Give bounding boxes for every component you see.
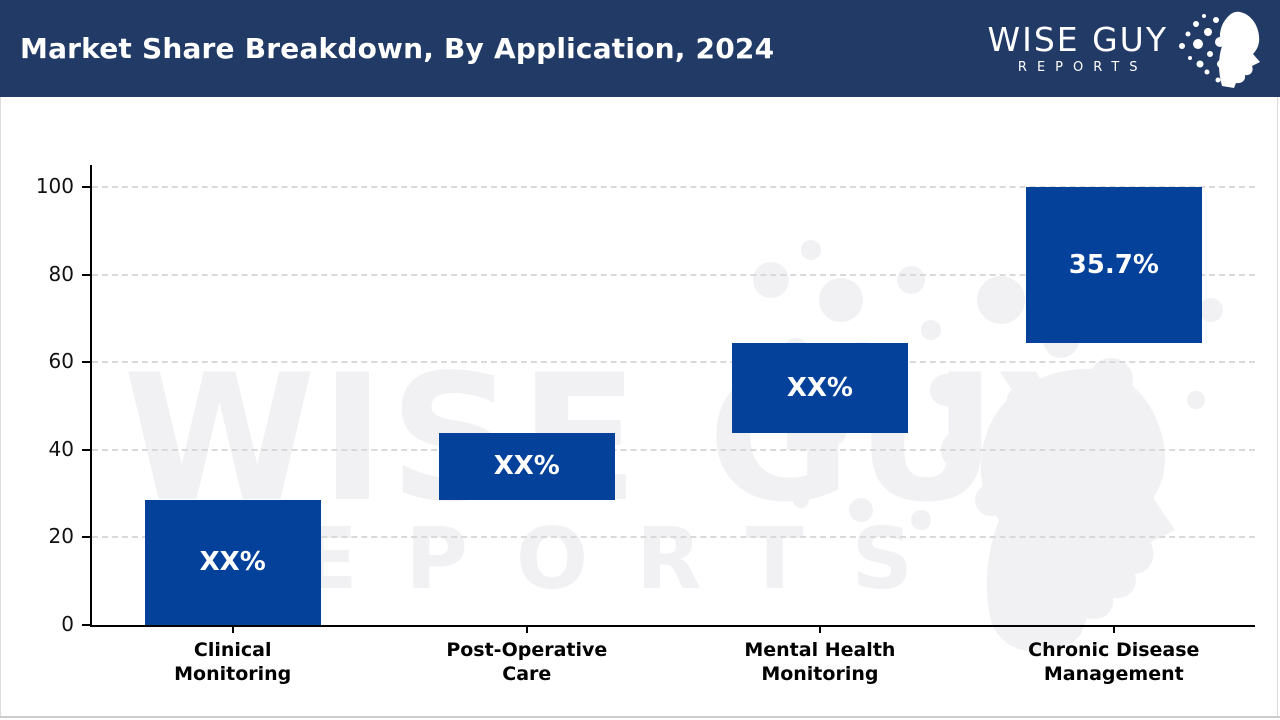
bar-4: 35.7% [1025,187,1202,344]
gridline-20 [92,536,1255,539]
logo-text: WISE GUY REPORTS [987,23,1168,75]
bar-3: XX% [731,343,908,433]
header: Market Share Breakdown, By Application, … [0,0,1280,97]
category-label: Clinical Monitoring [174,639,292,685]
gridline-40 [92,448,1255,451]
category-label: Post-Operative Care [446,639,608,685]
logo-wordmark: WISE GUY [987,20,1168,60]
category-label: Chronic Disease Management [1028,639,1200,685]
gridline-100 [92,186,1255,188]
x-tick-mark [818,625,821,633]
chart-title: Market Share Breakdown, By Application, … [20,32,775,65]
category-label: Mental Health Monitoring [744,639,896,685]
chart-area: WISE GUY REPORTS 0 20 40 60 80 100 XX% Clinical… [0,97,1278,716]
y-tick-mark [82,536,90,539]
plot-area: 0 20 40 60 80 100 XX% Clinical Monitoring XX% Post… [36,165,1255,685]
y-tick-label: 60 [48,349,74,374]
gridline-80 [92,273,1255,276]
x-tick-mark [525,625,528,633]
bottom-divider [0,716,1280,718]
logo-subtitle: REPORTS [1017,59,1148,75]
bar-2: XX% [438,432,615,500]
logo-face-icon [1179,11,1260,89]
y-tick-mark [82,624,90,626]
y-tick-label: 40 [48,436,74,461]
bar-1: XX% [144,499,321,625]
y-tick-mark [82,448,90,451]
wise-guy-logo: WISE GUY REPORTS [987,6,1266,92]
bar-value-label: XX% [786,373,853,404]
bar-value-label: XX% [493,451,560,482]
y-tick-mark [82,273,90,276]
x-tick-mark [231,625,234,633]
x-tick-mark [1112,625,1115,633]
y-tick-label: 20 [48,524,74,549]
y-tick-mark [82,186,90,188]
y-tick-label: 0 [61,612,74,636]
y-tick-mark [82,361,90,364]
y-tick-label: 80 [48,261,74,286]
bar-value-label: 35.7% [1068,250,1159,281]
gridline-60 [92,361,1255,364]
y-tick-label: 100 [35,174,74,198]
bar-value-label: XX% [199,547,266,578]
